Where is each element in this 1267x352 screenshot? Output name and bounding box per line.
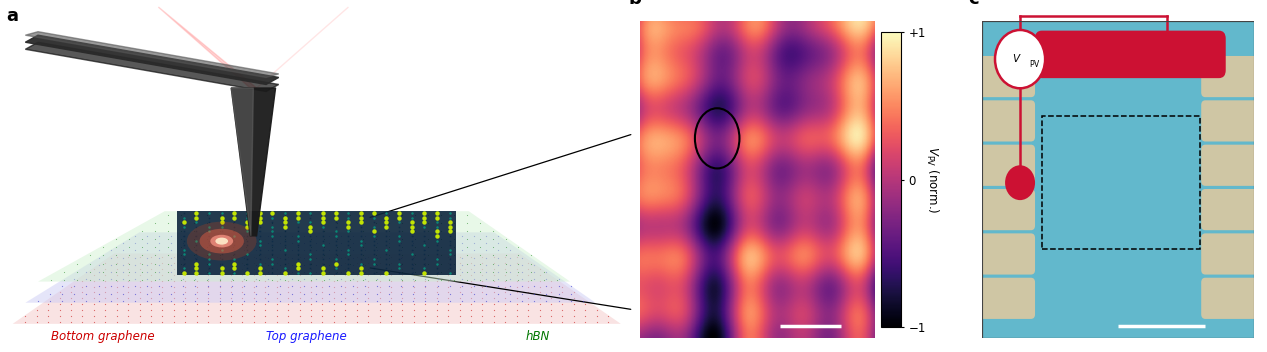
FancyBboxPatch shape xyxy=(972,189,1035,230)
Bar xyxy=(1041,116,1200,249)
Text: a: a xyxy=(6,7,18,25)
FancyBboxPatch shape xyxy=(1201,100,1267,142)
Circle shape xyxy=(1005,165,1035,200)
Text: Bottom graphene: Bottom graphene xyxy=(51,330,155,343)
Circle shape xyxy=(215,238,228,245)
Text: $\mathrm{PV}$: $\mathrm{PV}$ xyxy=(1029,58,1041,69)
FancyBboxPatch shape xyxy=(972,233,1035,275)
Text: c: c xyxy=(968,0,979,8)
Polygon shape xyxy=(13,253,621,324)
Polygon shape xyxy=(25,42,279,92)
Polygon shape xyxy=(25,35,279,84)
Polygon shape xyxy=(256,7,348,88)
Circle shape xyxy=(199,229,245,253)
FancyBboxPatch shape xyxy=(1201,278,1267,319)
Polygon shape xyxy=(231,88,253,236)
Y-axis label: $V_{\mathrm{PV}}$ (norm.): $V_{\mathrm{PV}}$ (norm.) xyxy=(924,146,940,213)
Circle shape xyxy=(210,235,233,247)
Polygon shape xyxy=(25,232,595,303)
Text: Top graphene: Top graphene xyxy=(266,330,347,343)
FancyBboxPatch shape xyxy=(1035,31,1225,78)
Text: $V$: $V$ xyxy=(1012,52,1022,64)
Circle shape xyxy=(995,30,1045,88)
Text: hBN: hBN xyxy=(526,330,550,343)
Polygon shape xyxy=(38,211,570,282)
Polygon shape xyxy=(177,211,456,275)
Polygon shape xyxy=(158,7,256,88)
Polygon shape xyxy=(231,88,276,236)
FancyBboxPatch shape xyxy=(1201,56,1267,97)
FancyBboxPatch shape xyxy=(972,100,1035,142)
FancyBboxPatch shape xyxy=(972,278,1035,319)
FancyBboxPatch shape xyxy=(972,145,1035,186)
Polygon shape xyxy=(25,32,279,77)
FancyBboxPatch shape xyxy=(1201,189,1267,230)
Text: b: b xyxy=(628,0,641,8)
Circle shape xyxy=(188,222,256,260)
FancyBboxPatch shape xyxy=(1201,233,1267,275)
FancyBboxPatch shape xyxy=(1201,145,1267,186)
FancyBboxPatch shape xyxy=(972,56,1035,97)
